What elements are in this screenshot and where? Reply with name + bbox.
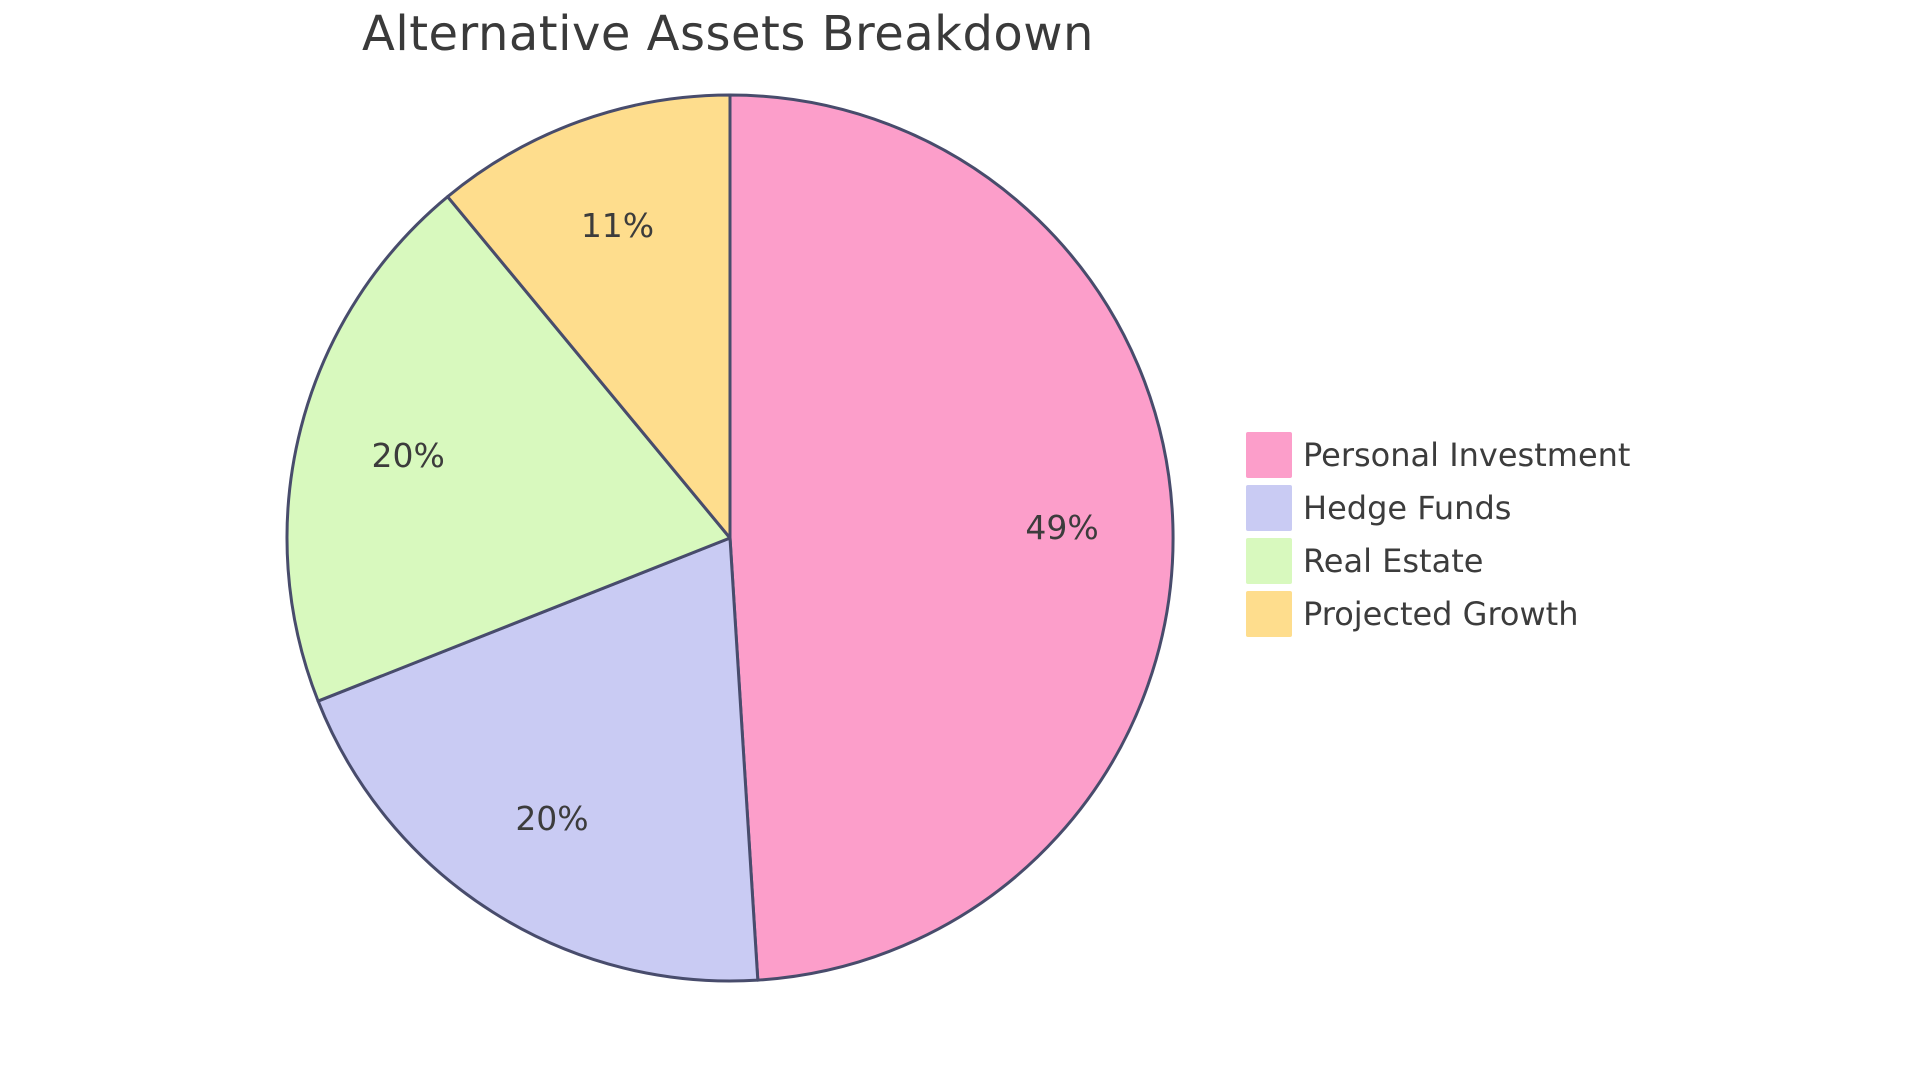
legend-label: Hedge Funds	[1303, 489, 1512, 527]
legend-swatch	[1246, 432, 1292, 478]
legend-item-real-estate[interactable]: Real Estate	[1246, 538, 1630, 584]
slice-percent-label: 49%	[1025, 508, 1098, 547]
legend-swatch	[1246, 591, 1292, 637]
legend-label: Personal Investment	[1303, 436, 1631, 474]
slice-percent-label: 20%	[372, 436, 445, 475]
legend-item-hedge-funds[interactable]: Hedge Funds	[1246, 485, 1630, 531]
slice-percent-label: 11%	[581, 206, 654, 245]
pie-slice-hedge-funds[interactable]	[316, 536, 760, 983]
legend-item-personal-investment[interactable]: Personal Investment	[1246, 432, 1630, 478]
slice-percent-label: 20%	[515, 799, 588, 838]
legend: Personal Investment Hedge Funds Real Estat…	[1246, 432, 1630, 637]
legend-swatch	[1246, 485, 1292, 531]
legend-label: Real Estate	[1303, 542, 1484, 580]
legend-label: Projected Growth	[1303, 595, 1579, 633]
pie-slice-real-estate[interactable]	[285, 195, 732, 703]
chart-title: Alternative Assets Breakdown	[362, 6, 1094, 62]
legend-item-projected-growth[interactable]: Projected Growth	[1246, 591, 1630, 637]
legend-swatch	[1246, 538, 1292, 584]
pie-slice-personal-investment[interactable]	[728, 93, 1175, 982]
pie-slice-projected-growth[interactable]	[446, 93, 732, 540]
